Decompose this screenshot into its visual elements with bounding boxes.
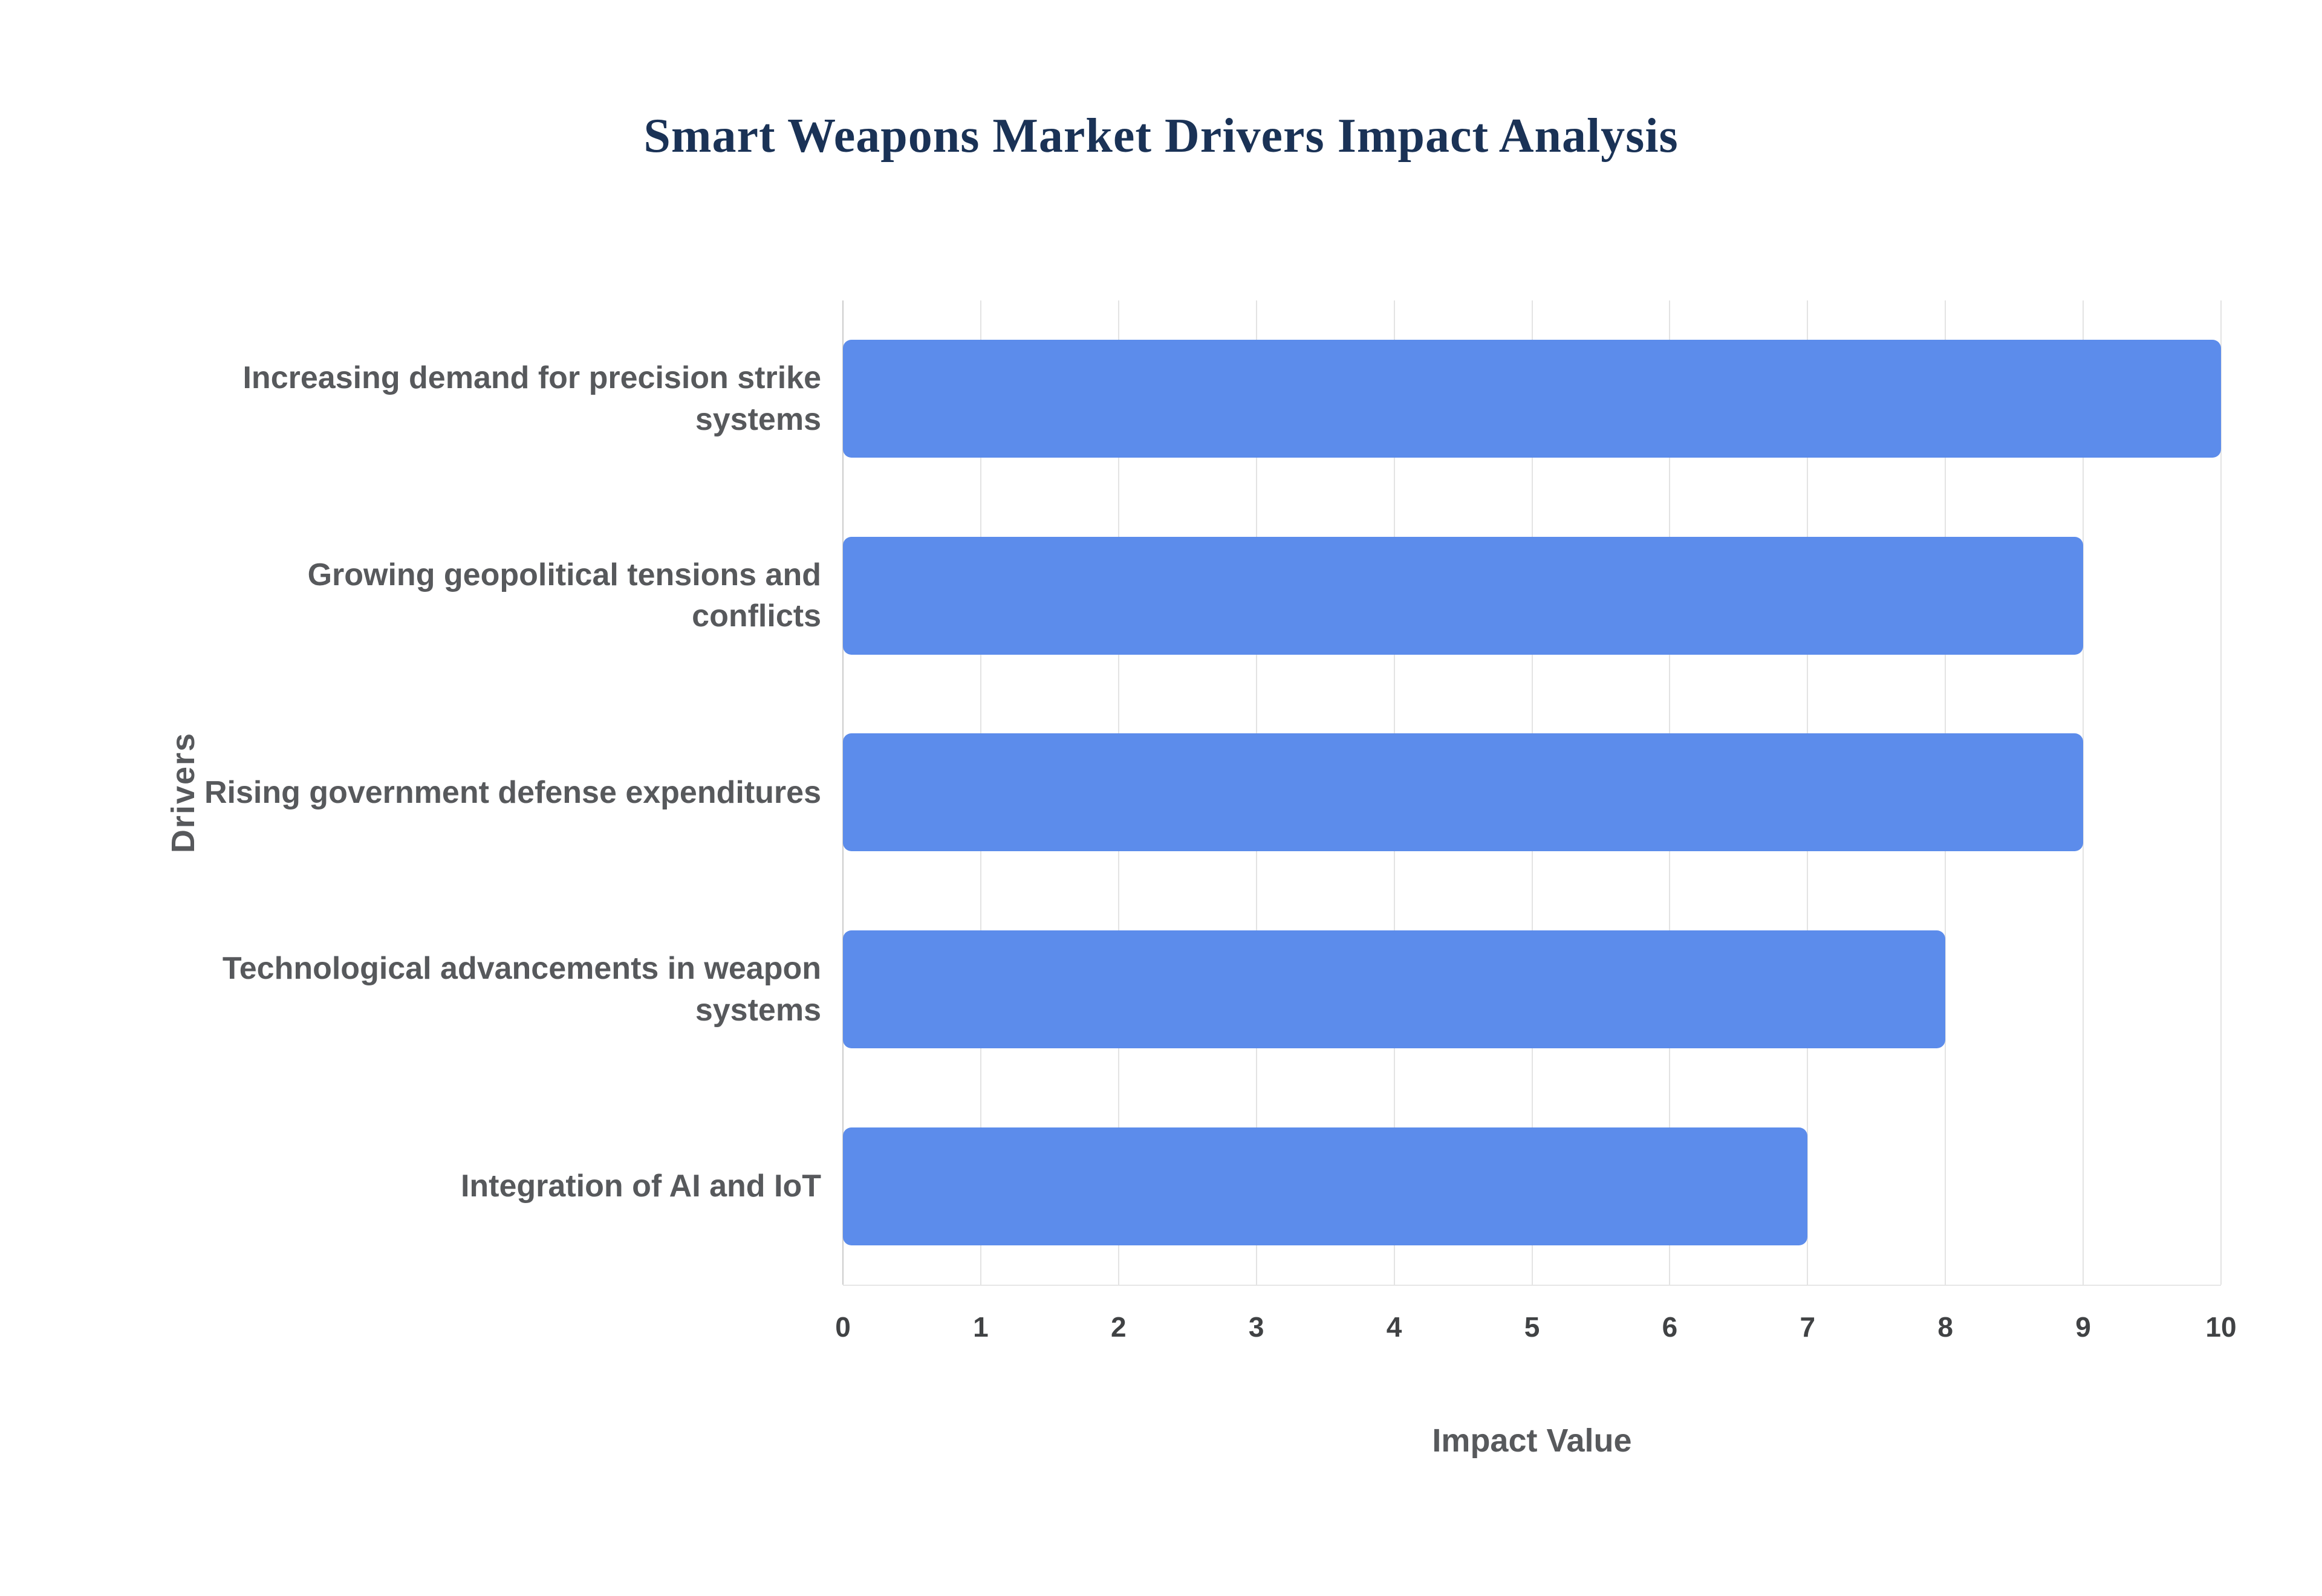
category-label-row: Integration of AI and IoT <box>181 1088 821 1285</box>
x-tick-label: 8 <box>1937 1311 1953 1343</box>
x-tick-label: 9 <box>2075 1311 2091 1343</box>
bar-row <box>843 1088 2221 1285</box>
bar <box>843 340 2221 458</box>
category-label: Integration of AI and IoT <box>460 1168 821 1204</box>
plot-area <box>842 300 2222 1286</box>
bar-row <box>843 498 2221 695</box>
bar-row <box>843 891 2221 1088</box>
x-tick-label: 10 <box>2205 1311 2237 1343</box>
category-label: Increasing demand for precision strike s… <box>242 360 821 437</box>
x-tick-label: 5 <box>1524 1311 1540 1343</box>
x-tick-label: 1 <box>973 1311 989 1343</box>
category-label-row: Increasing demand for precision strike s… <box>181 300 821 498</box>
bar <box>843 536 2084 655</box>
x-tick-label: 0 <box>835 1311 851 1343</box>
bar-row <box>843 694 2221 891</box>
category-label: Growing geopolitical tensions and confli… <box>307 557 821 634</box>
bar <box>843 733 2084 852</box>
category-label-row: Technological advancements in weapon sys… <box>181 891 821 1088</box>
category-label: Rising government defense expenditures <box>204 774 821 810</box>
x-tick-label: 4 <box>1386 1311 1402 1343</box>
category-labels-column: Increasing demand for precision strike s… <box>181 300 821 1285</box>
x-tick-label: 2 <box>1111 1311 1127 1343</box>
chart-title: Smart Weapons Market Drivers Impact Anal… <box>643 109 1679 163</box>
grid-line <box>2220 300 2222 1285</box>
x-axis-ticks: 0 1 2 3 4 5 6 7 8 9 10 <box>835 1311 2236 1359</box>
bars-layer <box>843 300 2221 1285</box>
category-label: Technological advancements in weapon sys… <box>222 950 821 1028</box>
x-axis-title: Impact Value <box>1432 1422 1632 1459</box>
category-label-row: Rising government defense expenditures <box>181 694 821 891</box>
x-tick-label: 3 <box>1248 1311 1264 1343</box>
x-tick-label: 6 <box>1662 1311 1678 1343</box>
bar <box>843 930 1946 1049</box>
bar-row <box>843 300 2221 498</box>
bar <box>843 1127 1808 1245</box>
category-label-row: Growing geopolitical tensions and confli… <box>181 498 821 695</box>
grid-line <box>2083 300 2084 1285</box>
x-tick-label: 7 <box>1800 1311 1816 1343</box>
